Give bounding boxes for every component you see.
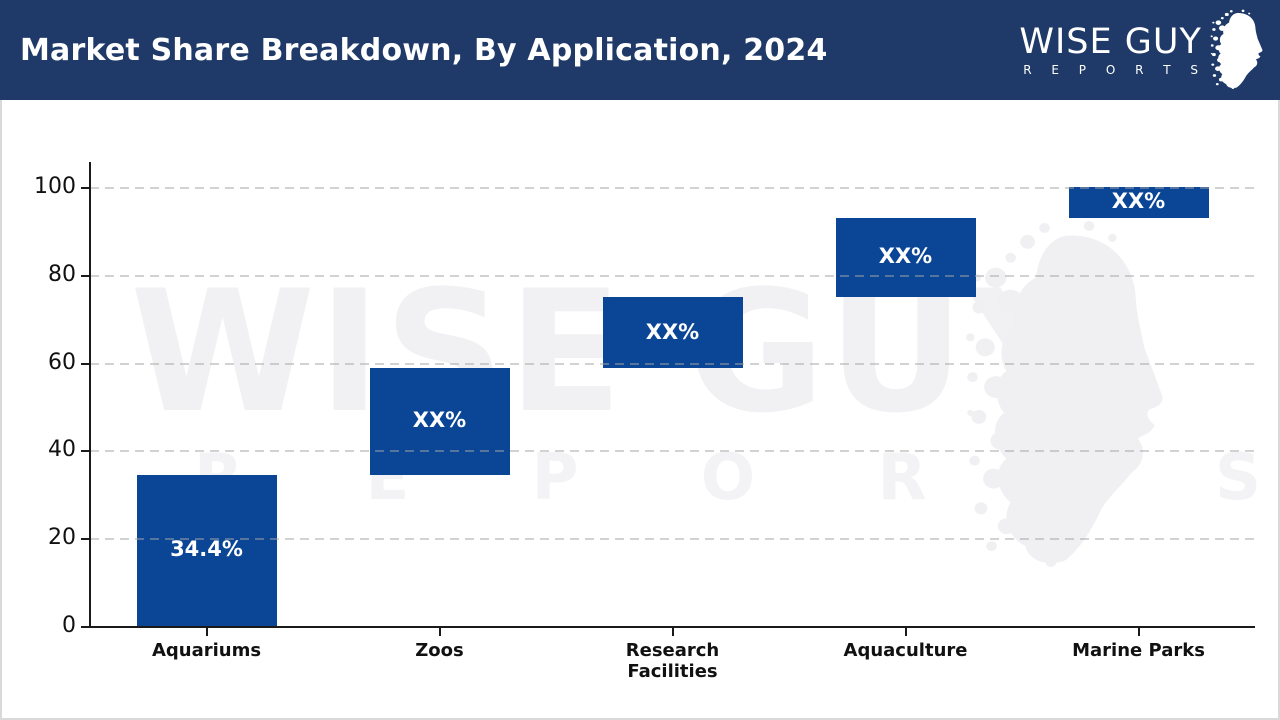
y-axis xyxy=(89,162,91,628)
logo-wordmark: WISE GUY xyxy=(1019,21,1202,62)
gridline-40 xyxy=(90,450,1255,453)
gridline-80 xyxy=(90,274,1255,277)
logo-face-icon xyxy=(1210,9,1263,89)
bar-value-label: XX% xyxy=(878,244,933,269)
x-category-label: Aquariums xyxy=(151,640,262,661)
bar-segment xyxy=(369,367,510,475)
bar-segment xyxy=(835,217,976,298)
y-tick-label: 80 xyxy=(48,261,76,287)
wise-guy-logo: WISE GUY R E P O R T S xyxy=(1015,9,1266,91)
bar-value-label: XX% xyxy=(645,319,700,344)
x-axis xyxy=(90,626,1255,628)
watermark-face-icon xyxy=(966,220,1163,568)
y-tick-mark xyxy=(81,362,90,365)
y-tick-label: 0 xyxy=(62,613,76,638)
x-tick-mark xyxy=(904,628,907,636)
y-tick-mark xyxy=(81,187,90,189)
gridline-60 xyxy=(90,362,1255,365)
y-tick-label: 60 xyxy=(48,349,76,375)
header-bar: Market Share Breakdown, By Application, … xyxy=(0,0,1280,100)
x-tick-mark xyxy=(438,628,441,636)
x-category-label: Research Facilities xyxy=(625,640,720,682)
bar-value-label: 34.4% xyxy=(170,537,243,562)
logo-text: WISE GUY R E P O R T S xyxy=(1015,21,1206,77)
bar-segment xyxy=(1068,187,1209,218)
x-category-label: Aquaculture xyxy=(843,640,968,661)
y-tick-mark xyxy=(81,450,90,453)
y-tick-label: 100 xyxy=(34,174,76,199)
bar-value-label: XX% xyxy=(1111,189,1166,214)
y-tick-mark xyxy=(81,274,90,277)
chart-area: WISE GUY R E P O R T S 0 20 40 60 80 100 34.4%… xyxy=(0,100,1280,720)
chart-title: Market Share Breakdown, By Application, … xyxy=(20,32,828,68)
bar-segment xyxy=(602,297,743,368)
x-tick-mark xyxy=(1137,628,1140,636)
bar-value-label: XX% xyxy=(412,408,467,433)
x-category-label: Marine Parks xyxy=(1072,640,1205,661)
logo-subtitle: R E P O R T S xyxy=(1023,62,1206,77)
bar-segment xyxy=(136,474,277,626)
x-tick-mark xyxy=(671,628,674,636)
y-tick-mark xyxy=(81,538,90,541)
x-category-label: Zoos xyxy=(415,640,464,661)
gridline-20 xyxy=(90,538,1255,541)
watermark-subtitle: R E P O R T S xyxy=(194,441,1278,515)
y-tick-label: 20 xyxy=(48,525,76,551)
x-tick-mark xyxy=(205,628,208,636)
gridline-100 xyxy=(90,187,1255,189)
y-tick-label: 40 xyxy=(48,437,76,463)
y-tick-mark xyxy=(81,626,90,628)
